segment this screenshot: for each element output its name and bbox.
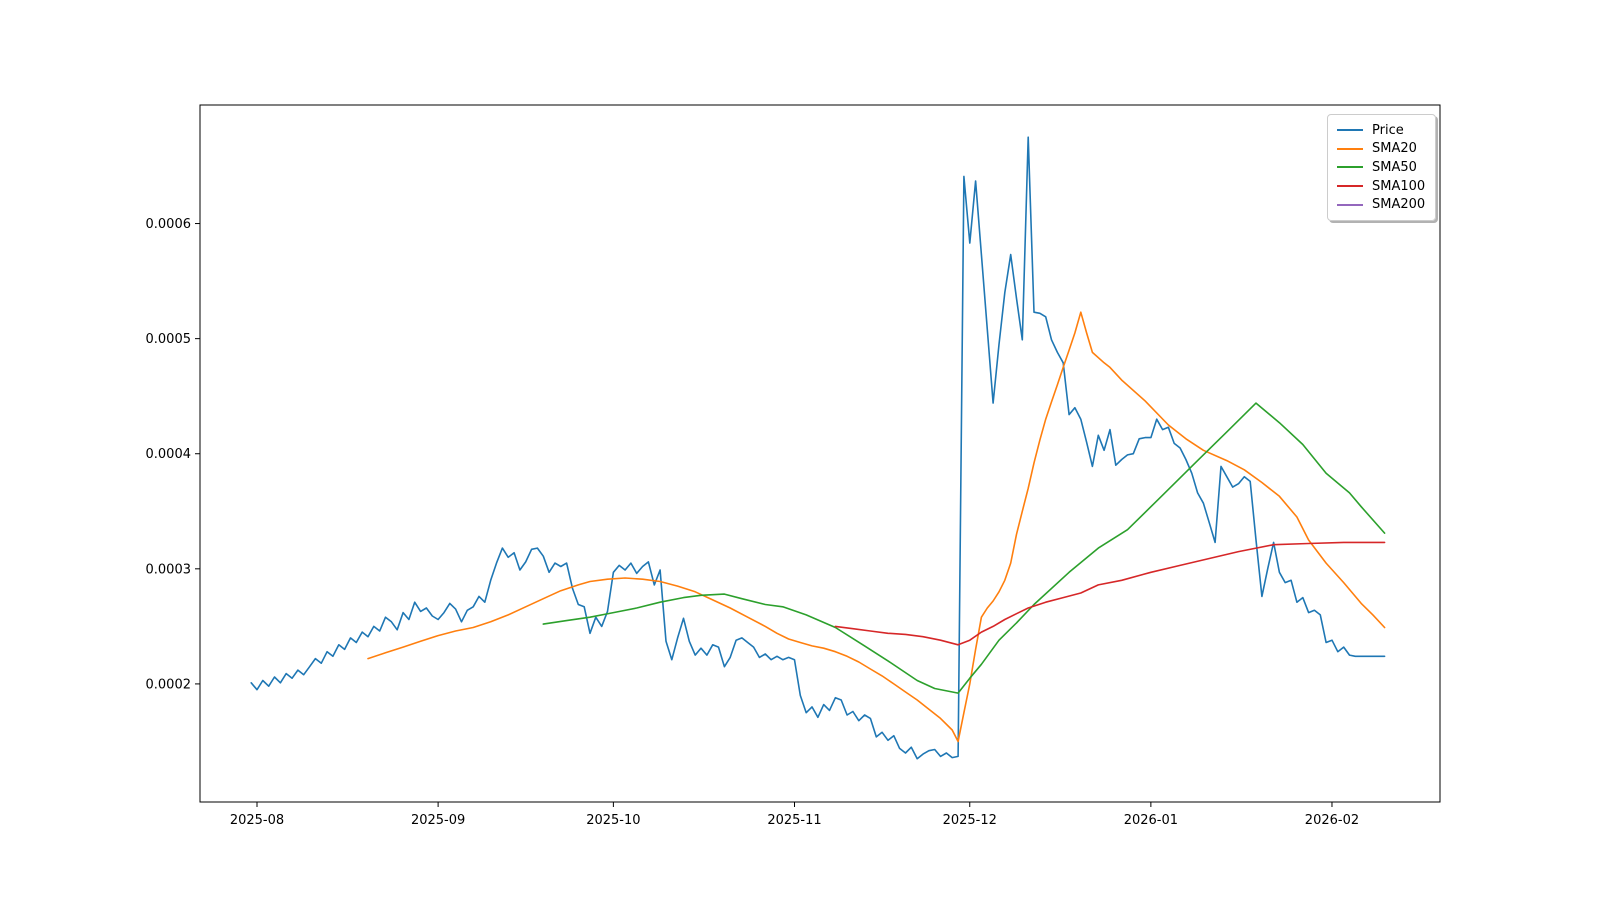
legend-item-sma50: SMA50 [1337, 158, 1425, 177]
axes-spines [199, 104, 1441, 803]
legend-label-price: Price [1372, 122, 1404, 138]
x-tick-label: 2025-10 [586, 813, 640, 828]
x-tick-label: 2025-08 [230, 813, 284, 828]
x-tick-label: 2026-01 [1124, 813, 1178, 828]
legend-swatch-sma50-icon [1337, 166, 1363, 169]
legend-item-sma200: SMA200 [1337, 195, 1425, 214]
x-tick-label: 2025-09 [411, 813, 465, 828]
y-tick-label: 0.0006 [146, 217, 192, 232]
legend-label-sma50: SMA50 [1372, 159, 1417, 175]
y-tick-label: 0.0002 [146, 677, 192, 692]
legend-label-sma20: SMA20 [1372, 141, 1417, 157]
x-tick-label: 2026-02 [1305, 813, 1359, 828]
y-tick-label: 0.0003 [146, 562, 192, 577]
y-tick-label: 0.0004 [146, 447, 192, 462]
x-tick-label: 2025-12 [943, 813, 997, 828]
legend-swatch-sma20-icon [1337, 147, 1363, 150]
legend: Price SMA20 SMA50 SMA100 SMA200 [1327, 114, 1437, 221]
sma50-line [542, 402, 1386, 694]
sma100-line [834, 541, 1386, 646]
legend-swatch-sma200-icon [1337, 203, 1363, 206]
legend-item-sma100: SMA100 [1337, 177, 1425, 196]
y-tick-label: 0.0005 [146, 332, 192, 347]
legend-swatch-sma100-icon [1337, 185, 1363, 188]
legend-label-sma200: SMA200 [1372, 197, 1426, 213]
legend-label-sma100: SMA100 [1372, 178, 1426, 194]
legend-swatch-price-icon [1337, 129, 1363, 132]
x-tick-label: 2025-11 [767, 813, 821, 828]
legend-item-sma20: SMA20 [1337, 140, 1425, 159]
legend-item-price: Price [1337, 121, 1425, 140]
sma20-line [367, 311, 1386, 743]
price-line [250, 136, 1386, 760]
